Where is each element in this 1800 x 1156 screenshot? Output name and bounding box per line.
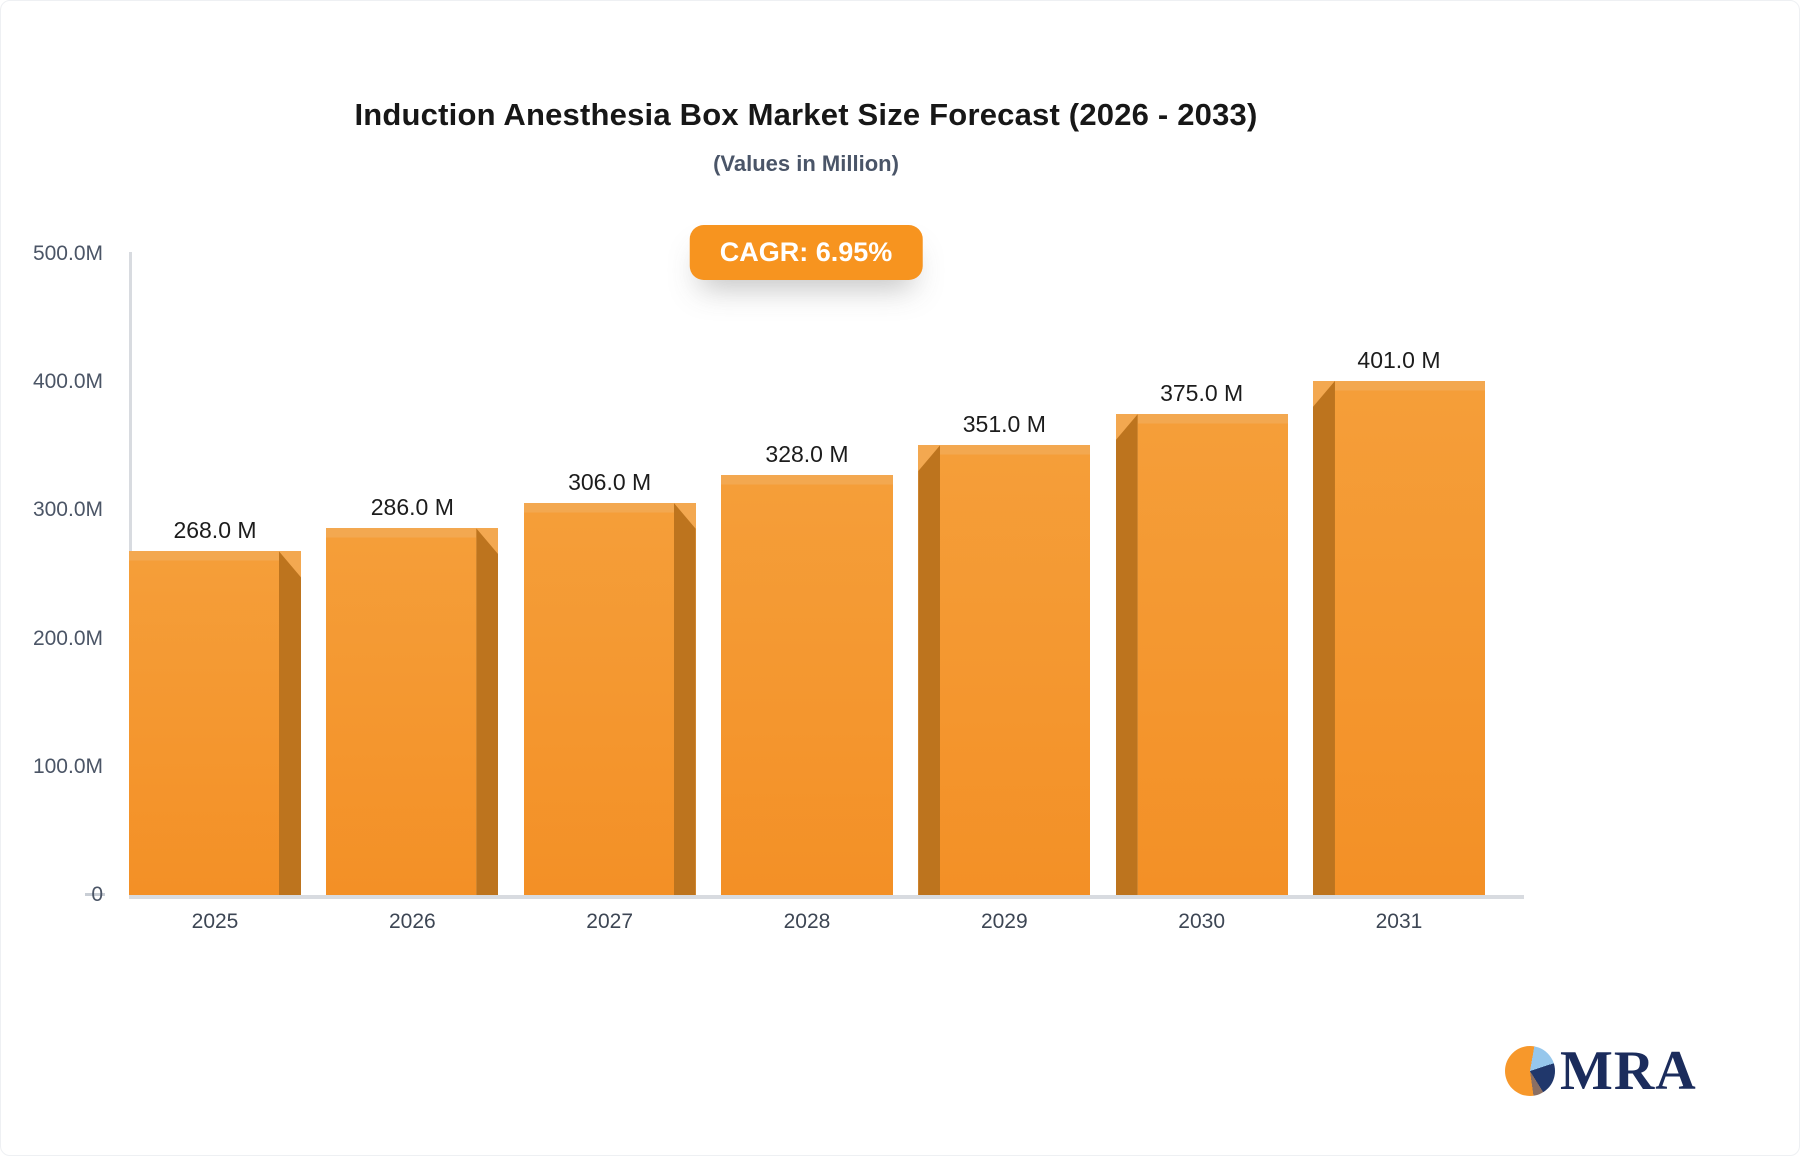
y-axis-tick-label: 200.0M: [32, 626, 103, 650]
cagr-badge: CAGR: 6.95%: [689, 225, 923, 280]
bar-value-label: 268.0 M: [173, 517, 257, 544]
bar-body: [720, 474, 893, 895]
mra-logo: MRA: [1505, 1043, 1697, 1099]
bar-side-face: [1115, 414, 1138, 895]
bar-2026: [326, 528, 499, 895]
x-axis-tick-label: 2031: [1375, 910, 1423, 933]
x-axis-tick-label: 2028: [783, 910, 831, 933]
bar-body: [523, 502, 674, 895]
x-axis-tick-label: 2027: [586, 910, 634, 933]
bar-side-shadow: [1312, 380, 1335, 895]
bar-2025: [129, 551, 301, 895]
bar-side-shadow: [1115, 414, 1138, 895]
bar-side-face: [673, 502, 696, 895]
bar-value-label: 328.0 M: [765, 440, 849, 467]
bar-body: [1137, 414, 1288, 895]
logo-text: MRA: [1560, 1040, 1697, 1102]
bar-body: [940, 445, 1091, 895]
y-axis-tick-label: 400.0M: [32, 370, 103, 394]
chart-title: Induction Anesthesia Box Market Size For…: [354, 97, 1258, 132]
y-axis-tick-label: 0: [91, 883, 103, 906]
bar-side-face: [476, 528, 499, 895]
bar-side-shadow: [918, 445, 941, 895]
y-axis-zero-tick: [85, 893, 105, 896]
bar-body: [129, 551, 279, 895]
bar-value-label: 286.0 M: [370, 494, 454, 521]
chart-subtitle: (Values in Million): [713, 151, 899, 176]
x-axis-baseline: [129, 895, 1524, 899]
bar-2028: [720, 474, 893, 895]
bar-side-face: [918, 445, 941, 895]
bar-body: [1334, 380, 1485, 895]
x-axis-tick-label: 2029: [980, 910, 1028, 933]
bar-2027: [523, 502, 696, 895]
bar-side-shadow: [673, 502, 696, 895]
x-axis-tick-label: 2030: [1178, 910, 1225, 933]
bar-2030: [1115, 414, 1288, 895]
bar-side-face: [1312, 380, 1335, 895]
bar-side-shadow: [279, 551, 301, 895]
bar-side-face: [279, 551, 301, 895]
bar-2029: [918, 445, 1091, 895]
pie-chart-logo-icon: [1505, 1046, 1555, 1096]
x-axis-tick-label: 2026: [388, 910, 436, 933]
y-axis-tick-label: 100.0M: [32, 754, 103, 778]
bar-value-label: 375.0 M: [1160, 380, 1244, 407]
bar-value-label: 306.0 M: [568, 468, 652, 495]
bar-value-label: 401.0 M: [1357, 346, 1441, 373]
y-axis-tick-label: 300.0M: [32, 498, 103, 522]
x-axis-tick-label: 2025: [191, 910, 239, 933]
bar-2031: [1312, 380, 1485, 895]
bar-side-shadow: [476, 528, 499, 895]
y-axis-tick-label: 500.0M: [32, 242, 103, 265]
bar-body: [326, 528, 477, 895]
bar-value-label: 351.0 M: [962, 411, 1046, 438]
